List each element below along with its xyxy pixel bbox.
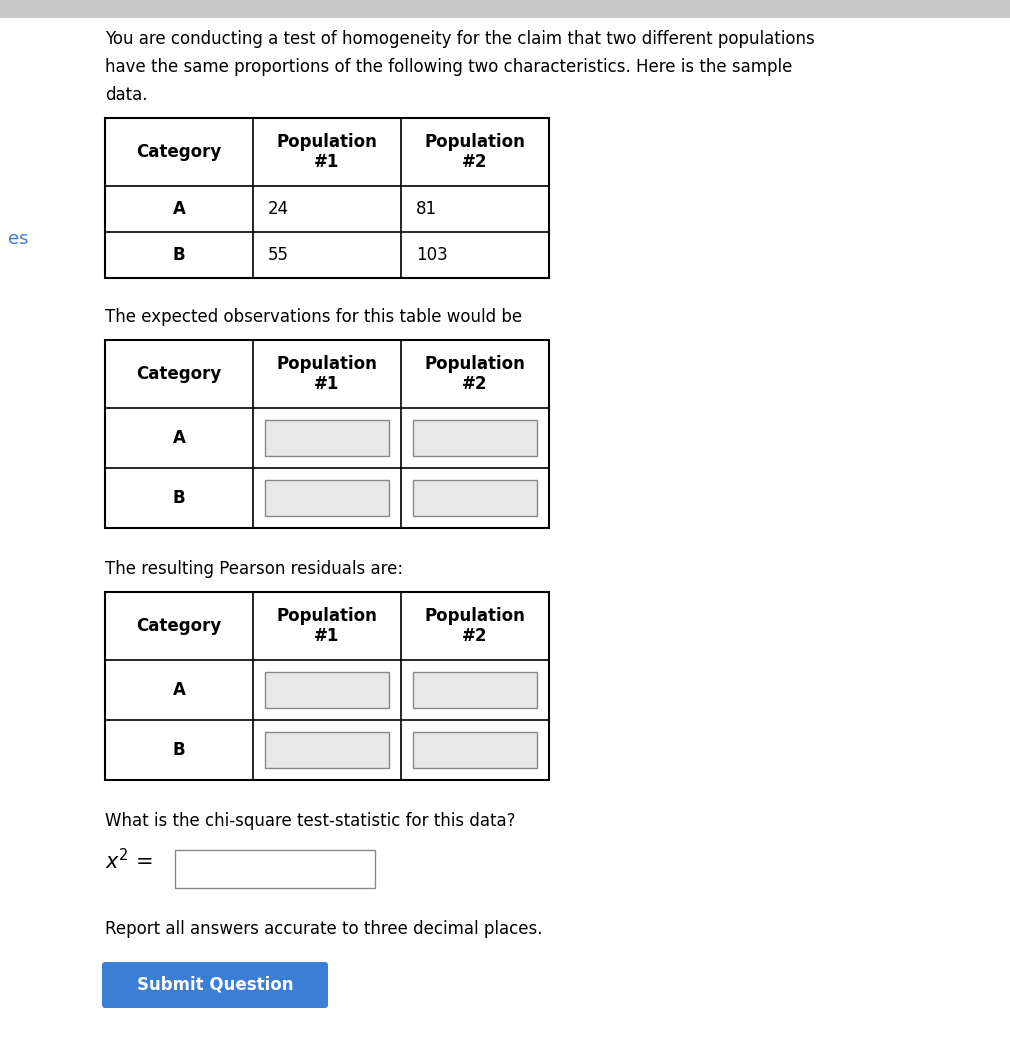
Text: You are conducting a test of homogeneity for the claim that two different popula: You are conducting a test of homogeneity…: [105, 30, 815, 48]
Bar: [413, 672, 537, 709]
Text: A: A: [173, 681, 186, 699]
Text: es: es: [8, 230, 28, 248]
Bar: [265, 732, 389, 768]
Text: 81: 81: [416, 200, 437, 218]
Text: Population
#1: Population #1: [277, 354, 378, 393]
Text: $x^{2}$ =: $x^{2}$ =: [105, 847, 153, 874]
Text: Category: Category: [136, 365, 221, 384]
Bar: [105, 340, 549, 528]
Bar: [265, 480, 389, 516]
Text: A: A: [173, 200, 186, 218]
Text: data.: data.: [105, 86, 147, 104]
Text: Submit Question: Submit Question: [136, 976, 293, 994]
Text: 55: 55: [268, 246, 289, 264]
Bar: [105, 593, 549, 780]
Bar: [413, 420, 537, 456]
Bar: [175, 850, 375, 888]
Text: 103: 103: [416, 246, 447, 264]
Text: B: B: [173, 489, 185, 507]
Text: 24: 24: [268, 200, 289, 218]
Bar: [413, 480, 537, 516]
Text: Category: Category: [136, 617, 221, 635]
Text: have the same proportions of the following two characteristics. Here is the samp: have the same proportions of the followi…: [105, 59, 793, 76]
Bar: [0, 0, 1010, 18]
Text: Population
#2: Population #2: [424, 354, 525, 393]
Text: B: B: [173, 741, 185, 759]
Bar: [105, 118, 549, 278]
Text: B: B: [173, 246, 185, 264]
Text: The expected observations for this table would be: The expected observations for this table…: [105, 308, 522, 326]
Text: What is the chi-square test-statistic for this data?: What is the chi-square test-statistic fo…: [105, 812, 515, 830]
Bar: [265, 672, 389, 709]
Bar: [265, 420, 389, 456]
Text: Population
#2: Population #2: [424, 133, 525, 171]
FancyBboxPatch shape: [102, 962, 328, 1008]
Text: Population
#1: Population #1: [277, 133, 378, 171]
Text: The resulting Pearson residuals are:: The resulting Pearson residuals are:: [105, 560, 403, 578]
Text: Population
#2: Population #2: [424, 606, 525, 646]
Text: Report all answers accurate to three decimal places.: Report all answers accurate to three dec…: [105, 920, 542, 938]
Bar: [413, 732, 537, 768]
Text: Population
#1: Population #1: [277, 606, 378, 646]
Text: Category: Category: [136, 143, 221, 161]
Text: A: A: [173, 429, 186, 447]
